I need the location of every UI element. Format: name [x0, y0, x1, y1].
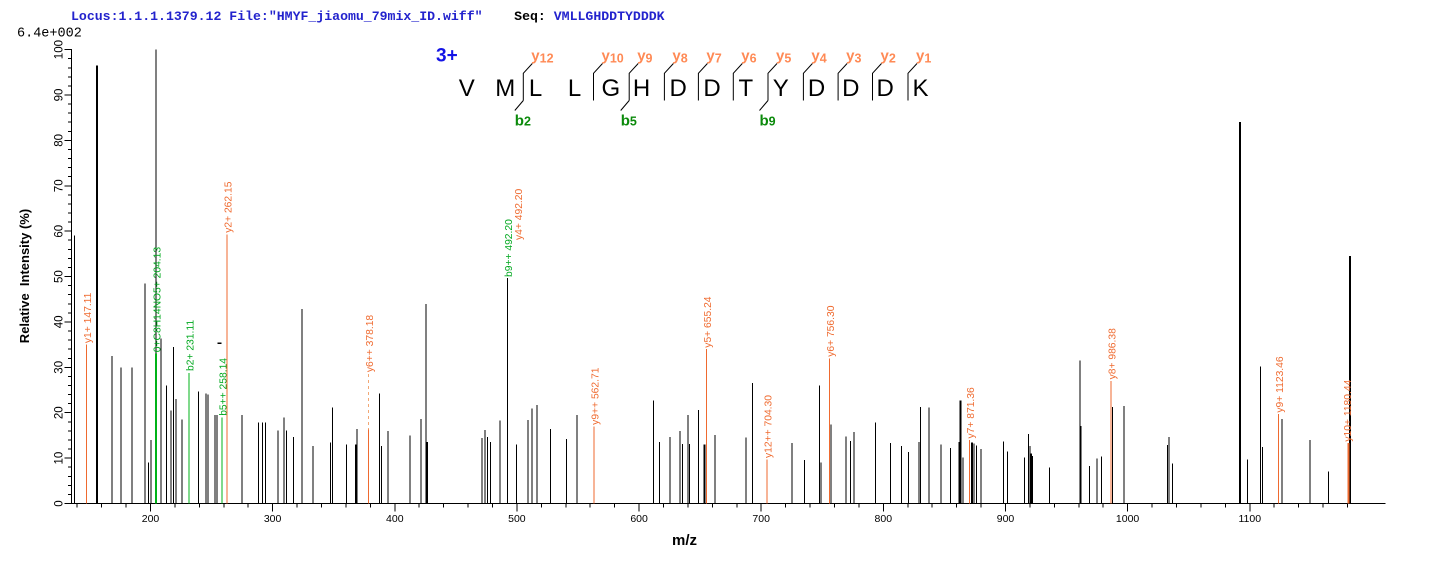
- svg-text:y10+ 1180.44: y10+ 1180.44: [1343, 379, 1354, 441]
- svg-text:800: 800: [875, 513, 893, 525]
- svg-text:L: L: [529, 75, 542, 102]
- svg-text:D: D: [842, 75, 859, 102]
- svg-text:Y: Y: [773, 75, 789, 102]
- svg-text:60: 60: [54, 225, 66, 238]
- svg-text:y9+ 1123.46: y9+ 1123.46: [1275, 356, 1286, 412]
- svg-text:y5: y5: [776, 48, 791, 66]
- svg-text:Locus:1.1.1.1379.12 File:"HMYF: Locus:1.1.1.1379.12 File:"HMYF_jiaomu_79…: [71, 9, 665, 24]
- svg-text:D: D: [877, 75, 894, 102]
- svg-text:b9: b9: [760, 113, 776, 130]
- svg-text:y12: y12: [531, 48, 553, 66]
- svg-text:y2+ 262.15: y2+ 262.15: [224, 181, 235, 233]
- svg-text:y7: y7: [706, 48, 721, 66]
- svg-text:500: 500: [508, 513, 526, 525]
- svg-text:1100: 1100: [1239, 513, 1262, 525]
- svg-text:6.4e+002: 6.4e+002: [17, 27, 82, 42]
- svg-text:3+: 3+: [436, 46, 458, 67]
- svg-text:y3: y3: [846, 48, 861, 66]
- svg-text:10: 10: [54, 452, 66, 465]
- svg-text:b2: b2: [515, 113, 531, 130]
- svg-text:600: 600: [630, 513, 648, 525]
- svg-text:0+C8H14NO5+ 204.13: 0+C8H14NO5+ 204.13: [152, 247, 163, 353]
- svg-text:D: D: [808, 75, 825, 102]
- svg-text:700: 700: [752, 513, 770, 525]
- svg-text:y6+ 756.30: y6+ 756.30: [826, 305, 837, 357]
- svg-text:m/z: m/z: [672, 532, 697, 549]
- svg-text:y6++ 378.18: y6++ 378.18: [365, 315, 376, 373]
- svg-text:b5++ 258.14: b5++ 258.14: [218, 358, 229, 416]
- svg-text:100: 100: [54, 40, 66, 59]
- svg-text:0: 0: [54, 500, 66, 506]
- svg-text:y5+ 655.24: y5+ 655.24: [703, 296, 714, 348]
- svg-text:H: H: [633, 75, 650, 102]
- svg-text:400: 400: [386, 513, 404, 525]
- svg-text:y4+ 492.20: y4+ 492.20: [514, 188, 525, 240]
- svg-text:y9: y9: [637, 48, 652, 66]
- svg-text:200: 200: [142, 513, 160, 525]
- svg-text:90: 90: [54, 89, 66, 102]
- svg-text:20: 20: [54, 406, 66, 419]
- svg-text:y6: y6: [741, 48, 756, 66]
- svg-text:y2: y2: [881, 48, 896, 66]
- svg-text:900: 900: [997, 513, 1015, 525]
- svg-text:y7+ 871.36: y7+ 871.36: [966, 387, 977, 439]
- svg-text:b9++ 492.20: b9++ 492.20: [504, 219, 515, 277]
- svg-text:b5: b5: [621, 113, 637, 130]
- svg-text:D: D: [670, 75, 687, 102]
- svg-text:y4: y4: [811, 48, 826, 66]
- svg-text:y10: y10: [602, 48, 624, 66]
- svg-text:K: K: [912, 75, 928, 102]
- svg-text:b2+ 231.11: b2+ 231.11: [186, 320, 197, 371]
- svg-text:y8: y8: [672, 48, 687, 66]
- svg-text:L: L: [568, 75, 581, 102]
- svg-text:80: 80: [54, 134, 66, 147]
- svg-text:D: D: [703, 75, 720, 102]
- svg-text:50: 50: [54, 270, 66, 283]
- svg-text:G: G: [601, 75, 620, 102]
- svg-text:M: M: [495, 75, 515, 102]
- svg-text:y9++ 562.71: y9++ 562.71: [591, 367, 602, 425]
- svg-text:y8+ 986.38: y8+ 986.38: [1107, 328, 1118, 380]
- svg-text:T: T: [738, 75, 753, 102]
- svg-text:V: V: [459, 75, 475, 102]
- svg-text:40: 40: [54, 316, 66, 329]
- svg-text:y1+ 147.11: y1+ 147.11: [83, 292, 94, 343]
- svg-text:30: 30: [54, 361, 66, 374]
- svg-text:y12++ 704.30: y12++ 704.30: [763, 395, 774, 458]
- svg-text:y1: y1: [916, 48, 931, 66]
- svg-text:Relative Intensity (%): Relative Intensity (%): [17, 209, 32, 343]
- svg-text:300: 300: [264, 513, 282, 525]
- svg-text:1000: 1000: [1116, 513, 1140, 525]
- svg-text:70: 70: [54, 179, 66, 192]
